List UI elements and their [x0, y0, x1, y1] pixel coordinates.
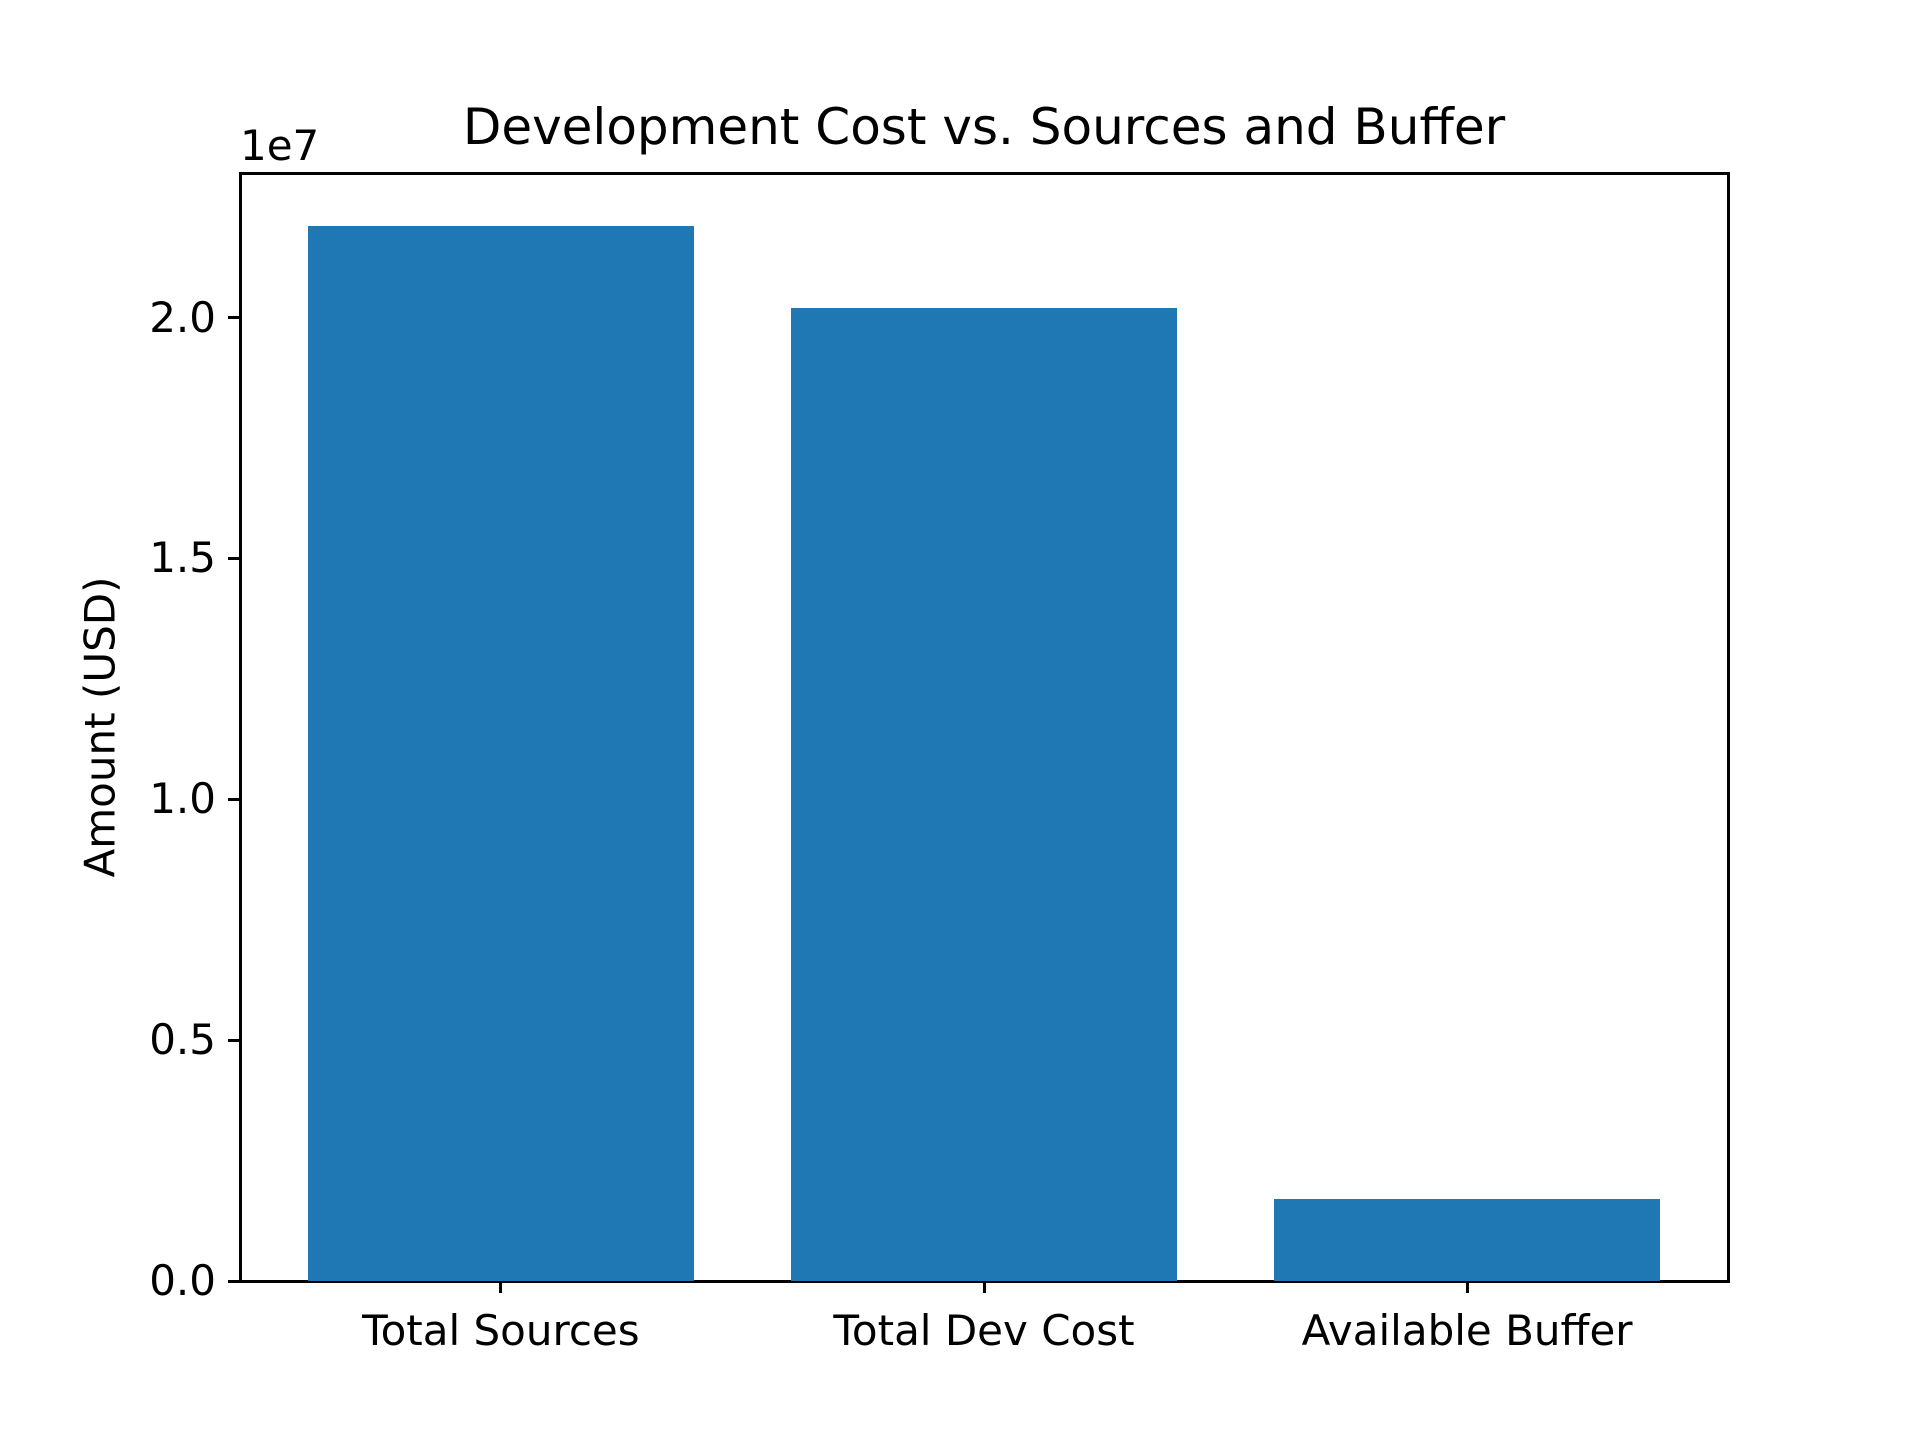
x-tick-mark: [499, 1281, 503, 1293]
y-tick-label: 1.5: [149, 533, 216, 583]
y-tick-label: 0.5: [149, 1015, 216, 1065]
y-tick-label: 2.0: [149, 292, 216, 342]
y-axis-offset-label: 1e7: [240, 121, 320, 170]
bar-available-buffer: [1273, 1199, 1661, 1281]
y-tick-label: 0.0: [149, 1256, 216, 1305]
x-tick-label-total-dev-cost: Total Dev Cost: [833, 1306, 1135, 1355]
y-tick-mark: [228, 1279, 240, 1283]
y-tick-mark: [228, 797, 240, 801]
bar-total-sources: [307, 225, 695, 1281]
x-tick-mark: [1465, 1281, 1469, 1293]
x-tick-label-total-sources: Total Sources: [362, 1306, 640, 1355]
y-tick-mark: [228, 556, 240, 560]
y-tick-label: 1.0: [149, 774, 216, 824]
x-tick-mark: [982, 1281, 986, 1293]
chart-title: Development Cost vs. Sources and Buffer: [462, 98, 1506, 156]
y-axis-label: Amount (USD): [75, 576, 125, 878]
y-tick-mark: [228, 1038, 240, 1042]
x-tick-label-available-buffer: Available Buffer: [1301, 1306, 1633, 1355]
y-tick-mark: [228, 316, 240, 320]
bar-total-dev-cost: [790, 307, 1178, 1281]
